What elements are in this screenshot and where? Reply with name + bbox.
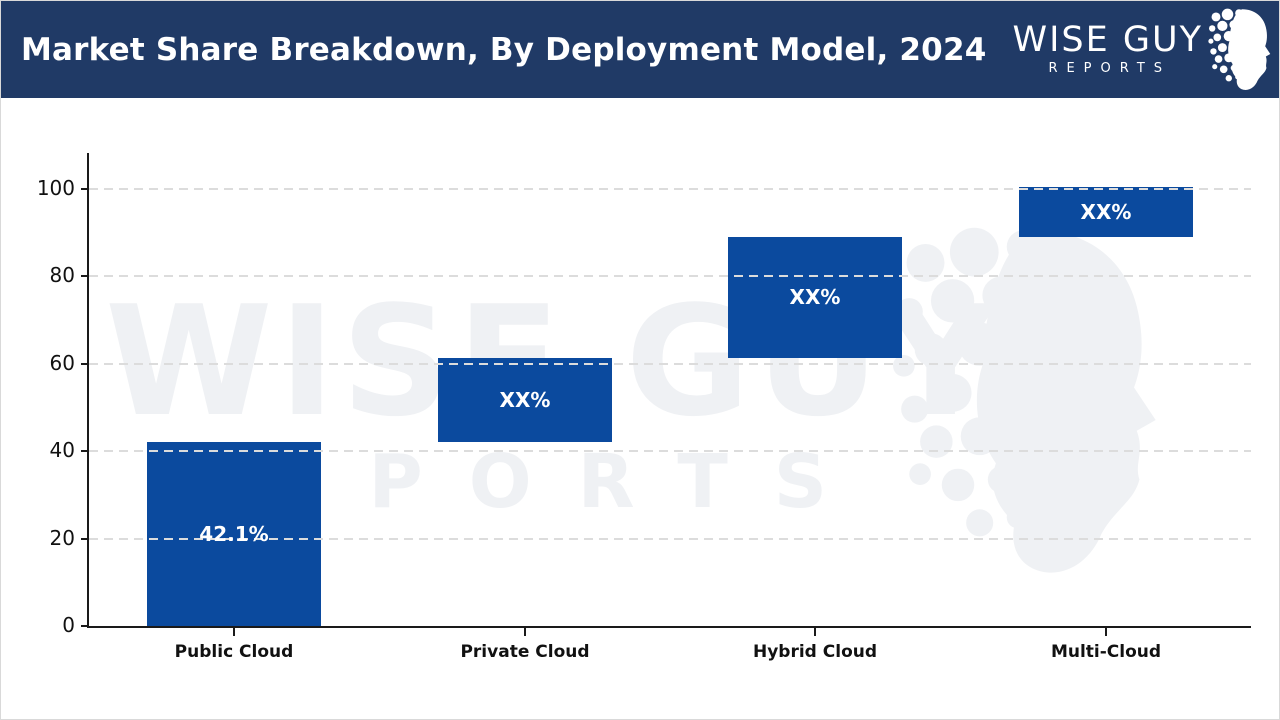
y-tick bbox=[81, 450, 89, 452]
gridline-40 bbox=[89, 450, 1251, 452]
y-tick-label: 20 bbox=[49, 526, 75, 550]
y-tick-label: 60 bbox=[49, 351, 75, 375]
y-tick bbox=[81, 538, 89, 540]
y-tick-label: 80 bbox=[49, 263, 75, 287]
y-tick-label: 0 bbox=[62, 613, 75, 637]
bar-value-label: XX% bbox=[1080, 200, 1132, 224]
gridline-60 bbox=[89, 363, 1251, 365]
logo-text: WISE GUY REPORTS bbox=[1012, 20, 1203, 77]
x-tick bbox=[1105, 628, 1107, 636]
header-bar: Market Share Breakdown, By Deployment Mo… bbox=[1, 1, 1279, 98]
y-tick bbox=[81, 625, 89, 627]
y-tick bbox=[81, 188, 89, 190]
x-tick-label: Hybrid Cloud bbox=[752, 642, 878, 662]
y-tick bbox=[81, 363, 89, 365]
gridline-20 bbox=[89, 538, 1251, 540]
y-tick bbox=[81, 275, 89, 277]
x-tick-label: Public Cloud bbox=[174, 642, 294, 662]
bar-multi-cloud bbox=[1019, 187, 1193, 237]
bar-hybrid-cloud bbox=[728, 237, 902, 358]
x-tick bbox=[814, 628, 816, 636]
bar-value-label: XX% bbox=[789, 285, 841, 309]
logo-subtitle: REPORTS bbox=[1048, 61, 1172, 76]
watermark-head-icon bbox=[893, 227, 1156, 573]
bar-private-cloud bbox=[438, 358, 612, 442]
y-tick-label: 100 bbox=[36, 176, 75, 200]
y-axis-spine bbox=[87, 153, 89, 628]
y-tick-label: 40 bbox=[49, 438, 75, 462]
gridline-80 bbox=[89, 275, 1251, 277]
bar-value-label: XX% bbox=[499, 388, 551, 412]
x-tick bbox=[524, 628, 526, 636]
logo-wordmark: WISE GUY bbox=[1012, 20, 1203, 60]
x-tick bbox=[233, 628, 235, 636]
bar-public-cloud bbox=[147, 442, 321, 626]
x-axis-spine bbox=[87, 626, 1251, 628]
x-tick-label: Private Cloud bbox=[460, 642, 590, 662]
x-tick-label: Multi-Cloud bbox=[1050, 642, 1162, 662]
logo: WISE GUY REPORTS bbox=[1012, 8, 1271, 91]
bar-value-label: 42.1% bbox=[199, 522, 269, 546]
page-title: Market Share Breakdown, By Deployment Mo… bbox=[21, 31, 987, 68]
gridline-100 bbox=[89, 188, 1251, 190]
